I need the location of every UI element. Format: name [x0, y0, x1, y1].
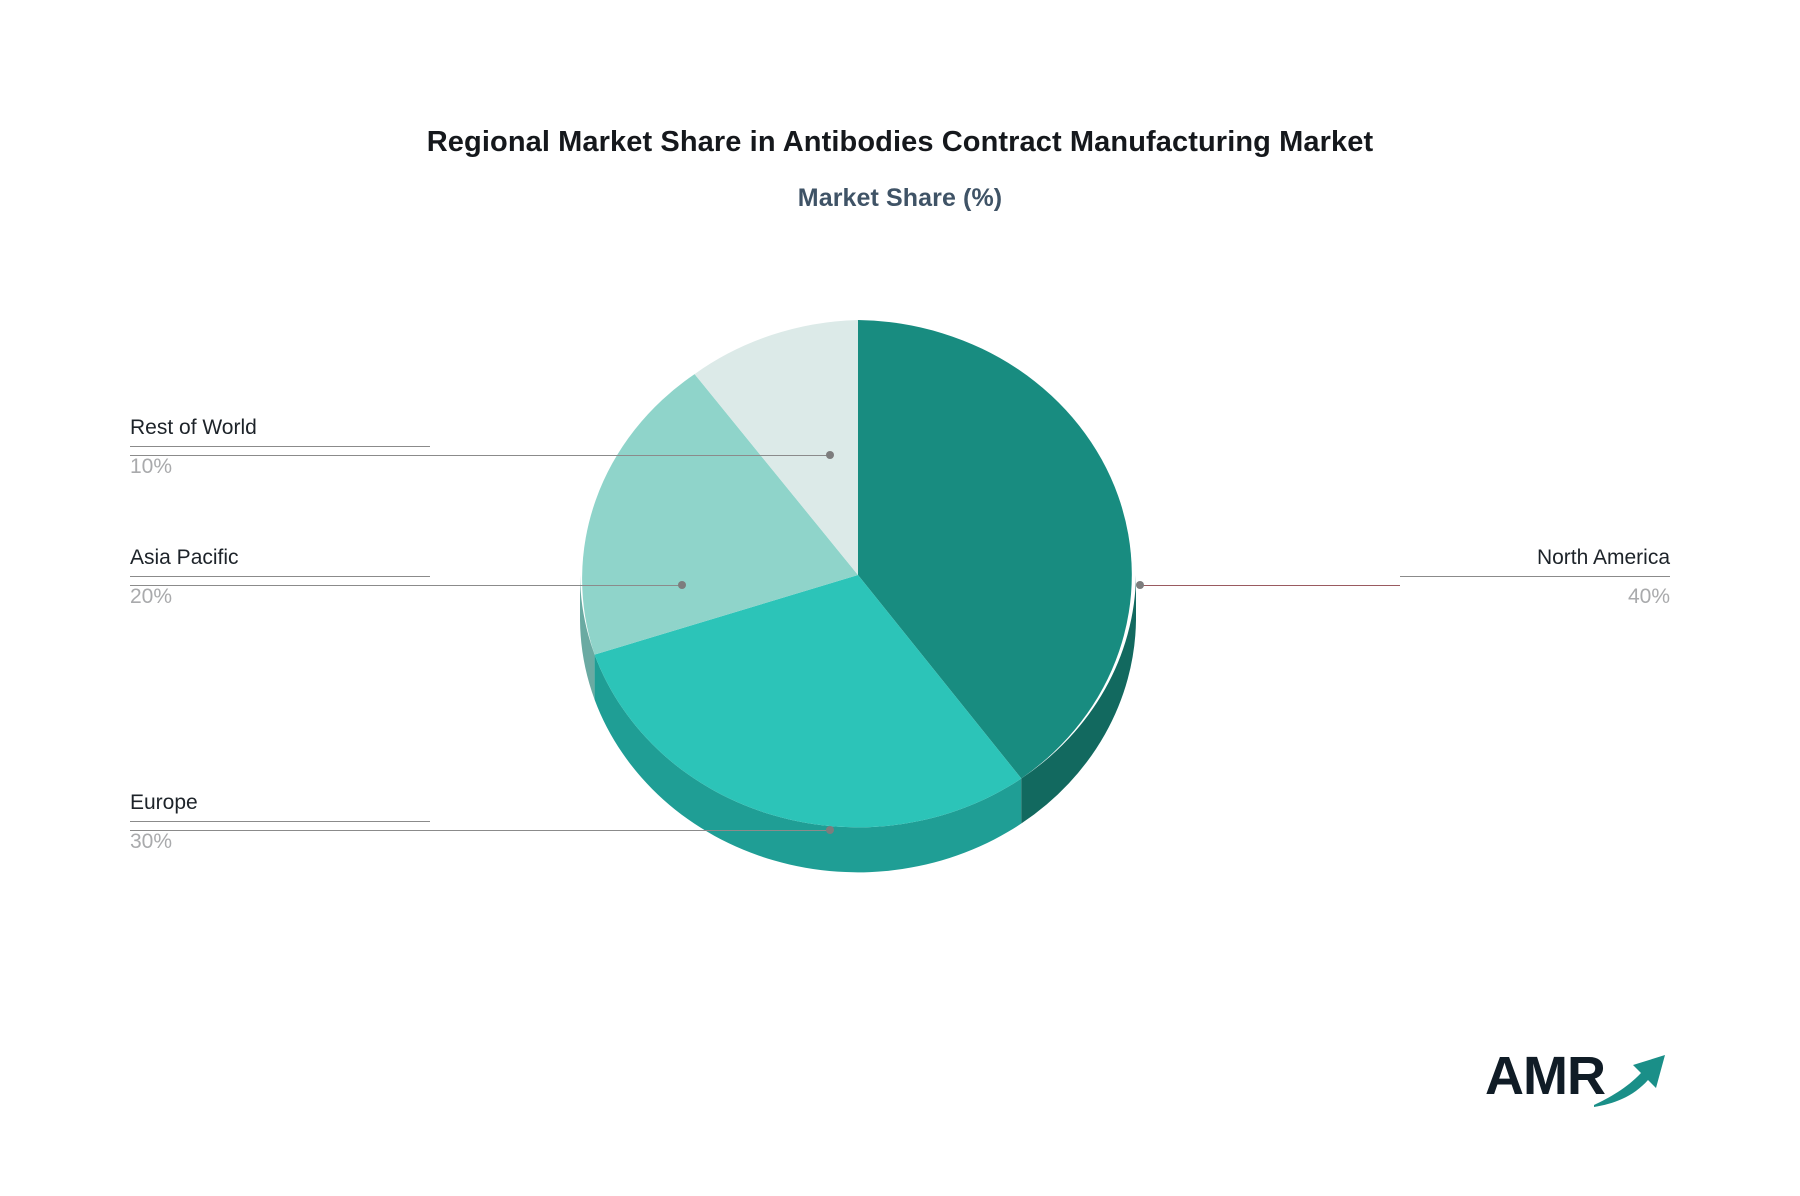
callout-value-rest-of-world: 10%: [130, 455, 173, 479]
pie-chart: [580, 320, 1230, 960]
amr-logo-text: AMR: [1485, 1046, 1606, 1106]
pie-slice-north-america[interactable]: [858, 320, 1132, 779]
callout-value-europe: 30%: [130, 830, 173, 854]
amr-logo: AMR: [1485, 1035, 1675, 1125]
growth-arrow-icon: [1594, 1055, 1665, 1107]
chart-subtitle: Market Share (%): [797, 183, 1003, 212]
pie-side-north-america: [1021, 575, 1136, 824]
leader-dot-north-america: [1136, 581, 1144, 589]
callout-north-america: North America 40%: [1400, 545, 1670, 611]
callout-label-europe: Europe: [130, 791, 198, 814]
leader-dot-europe: [826, 826, 834, 834]
leader-dot-rest-of-world: [826, 451, 834, 459]
callout-value-asia-pacific: 20%: [130, 585, 173, 609]
chart-title: Regional Market Share in Antibodies Cont…: [426, 126, 1374, 158]
callout-label-asia-pacific: Asia Pacific: [130, 546, 239, 569]
callout-label-north-america: North America: [1536, 546, 1670, 569]
callout-rule-rest-of-world: [130, 446, 430, 448]
leader-line-europe: [130, 830, 830, 831]
pie-side-europe: [594, 654, 1022, 873]
callout-asia-pacific: Asia Pacific 20%: [130, 545, 430, 611]
callout-europe: Europe 30%: [130, 790, 430, 856]
callout-value-north-america: 40%: [1627, 585, 1670, 609]
callout-rule-north-america: [1400, 576, 1670, 578]
leader-line-rest-of-world: [130, 455, 830, 456]
leader-dot-asia-pacific: [678, 581, 686, 589]
leader-line-asia-pacific: [130, 585, 682, 586]
callout-rest-of-world: Rest of World 10%: [130, 415, 430, 481]
chart-header: Regional Market Share in Antibodies Cont…: [0, 125, 1800, 213]
callout-rule-asia-pacific: [130, 576, 430, 578]
callout-label-rest-of-world: Rest of World: [130, 416, 257, 439]
pie-side-asia-pacific: [580, 575, 595, 700]
pie-slice-rest-of-world[interactable]: [694, 320, 858, 575]
leader-line-north-america: [1140, 585, 1400, 586]
callout-rule-europe: [130, 821, 430, 823]
pie-slice-asia-pacific[interactable]: [582, 374, 858, 655]
pie-top-face: [582, 320, 1132, 828]
pie-3d-side-walls: [580, 575, 1136, 873]
pie-slice-europe[interactable]: [594, 575, 1022, 828]
